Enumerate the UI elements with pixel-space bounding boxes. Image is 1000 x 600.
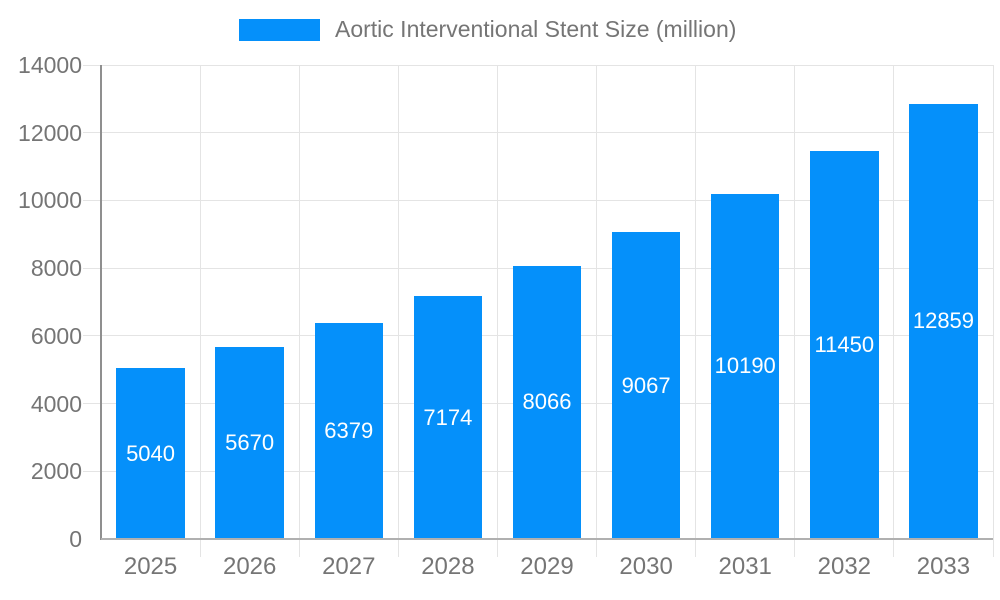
y-axis-tick-label-10000: 10000 bbox=[18, 187, 82, 214]
x-axis-tick-label-2029: 2029 bbox=[520, 553, 574, 580]
y-axis-line bbox=[100, 65, 102, 540]
x-axis-tick-label-2030: 2030 bbox=[619, 553, 673, 580]
x-axis-tick-label-2026: 2026 bbox=[222, 553, 277, 580]
x-axis-tick-label-2027: 2027 bbox=[322, 553, 376, 580]
x-axis-tick-label-2033: 2033 bbox=[916, 553, 971, 580]
bar-2027[interactable] bbox=[314, 323, 383, 539]
gridline-y-10000 bbox=[83, 199, 993, 201]
gridline-x-3 bbox=[397, 65, 399, 557]
gridline-x-9 bbox=[992, 65, 994, 557]
x-axis-tick-label-2031: 2031 bbox=[718, 553, 772, 580]
y-axis-tick-label-2000: 2000 bbox=[30, 458, 82, 485]
x-axis-tick-label-2025: 2025 bbox=[123, 553, 178, 580]
gridline-x-2 bbox=[298, 65, 300, 557]
legend-label: Aortic Interventional Stent Size (millio… bbox=[335, 16, 737, 42]
gridline-x-4 bbox=[496, 65, 498, 557]
gridline-x-5 bbox=[596, 65, 598, 557]
y-axis-tick-label-6000: 6000 bbox=[30, 322, 82, 349]
y-axis-tick-label-8000: 8000 bbox=[30, 255, 82, 282]
bar-2029[interactable] bbox=[512, 265, 582, 539]
y-axis-tick-label-14000: 14000 bbox=[18, 52, 82, 78]
bar-2033[interactable] bbox=[909, 103, 978, 539]
x-axis-tick-label-2028: 2028 bbox=[421, 553, 475, 580]
bar-2030[interactable] bbox=[611, 232, 681, 539]
x-axis-tick-label-2032: 2032 bbox=[817, 553, 872, 580]
gridline-y-12000 bbox=[83, 132, 993, 134]
bar-2025[interactable] bbox=[116, 368, 185, 539]
gridline-x-6 bbox=[695, 65, 697, 557]
gridline-y-14000 bbox=[83, 64, 993, 66]
gridline-x-8 bbox=[893, 65, 895, 557]
y-axis-tick-label-0: 0 bbox=[69, 526, 82, 552]
y-axis-tick-label-12000: 12000 bbox=[18, 119, 82, 146]
bar-2028[interactable] bbox=[413, 296, 483, 539]
bar-2026[interactable] bbox=[215, 347, 284, 539]
gridline-x-1 bbox=[199, 65, 201, 557]
legend-swatch bbox=[239, 18, 320, 41]
bar-2032[interactable] bbox=[810, 151, 879, 539]
legend-item[interactable]: Aortic Interventional Stent Size (millio… bbox=[239, 16, 736, 43]
gridline-x-7 bbox=[794, 65, 796, 557]
bar-2031[interactable] bbox=[711, 194, 780, 539]
x-axis-line bbox=[101, 538, 993, 540]
y-axis-tick-label-4000: 4000 bbox=[30, 390, 82, 417]
plot-area: 5040 5670 6379 7174 8066 9067 10190 11450 12859 bbox=[83, 64, 994, 557]
